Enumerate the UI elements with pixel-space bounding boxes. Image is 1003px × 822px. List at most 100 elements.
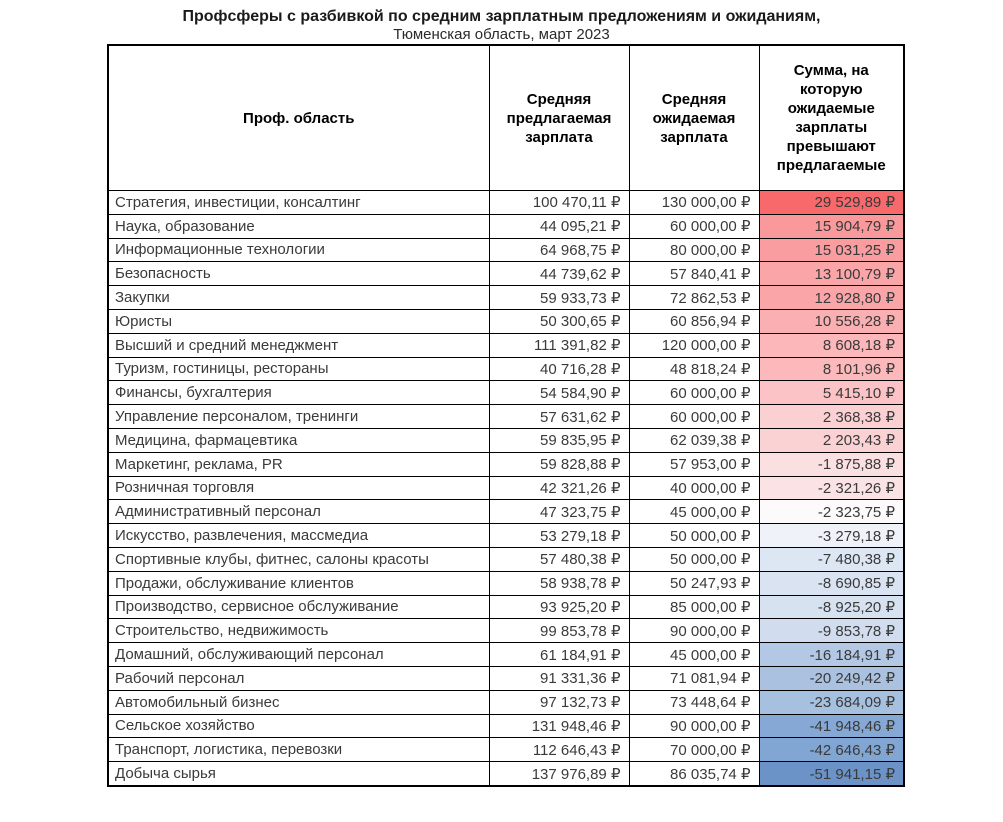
offered-salary-cell: 50 300,65 ₽ [488, 308, 630, 334]
area-cell: Стратегия, инвестиции, консалтинг [107, 190, 490, 215]
table-row: Административный персонал 47 323,75 ₽45 0… [107, 499, 905, 525]
expected-salary-cell: 60 000,00 ₽ [628, 380, 760, 406]
salary-table: Проф. область Средняя предлагаемая зарпл… [107, 44, 905, 787]
delta-cell: -51 941,15 ₽ [758, 761, 905, 787]
expected-salary-cell: 73 448,64 ₽ [628, 689, 760, 715]
area-cell: Продажи, обслуживание клиентов [107, 570, 490, 596]
table-row: Рабочий персонал 91 331,36 ₽71 081,94 ₽ -2… [107, 665, 905, 691]
delta-cell: -16 184,91 ₽ [758, 642, 905, 667]
table-row: Безопасность 44 739,62 ₽57 840,41 ₽13 100… [107, 261, 905, 287]
area-cell: Медицина, фармацевтика [107, 427, 490, 453]
offered-salary-cell: 59 933,73 ₽ [488, 285, 630, 310]
offered-salary-cell: 57 631,62 ₽ [488, 404, 630, 429]
area-cell: Безопасность [107, 261, 490, 287]
col-header-area: Проф. область [107, 44, 490, 191]
area-cell: Искусство, развлечения, массмедиа [107, 523, 490, 548]
offered-salary-cell: 53 279,18 ₽ [488, 523, 630, 548]
table-row: Производство, сервисное обслуживание 93 9… [107, 594, 905, 620]
expected-salary-cell: 50 000,00 ₽ [628, 546, 760, 572]
delta-cell: -2 321,26 ₽ [758, 475, 905, 501]
table-header: Проф. область Средняя предлагаемая зарпл… [107, 44, 905, 191]
area-cell: Туризм, гостиницы, рестораны [107, 356, 490, 382]
offered-salary-cell: 64 968,75 ₽ [488, 237, 630, 263]
area-cell: Управление персоналом, тренинги [107, 404, 490, 429]
table-row: Информационные технологии 64 968,75 ₽80 0… [107, 237, 905, 263]
area-cell: Рабочий персонал [107, 665, 490, 691]
area-cell: Финансы, бухгалтерия [107, 380, 490, 406]
delta-cell: 29 529,89 ₽ [758, 190, 905, 215]
col-header-delta: Сумма, на которую ожидаемые зарплаты пре… [758, 44, 905, 191]
table-row: Финансы, бухгалтерия 54 584,90 ₽60 000,00… [107, 380, 905, 406]
delta-cell: -42 646,43 ₽ [758, 737, 905, 763]
area-cell: Сельское хозяйство [107, 713, 490, 739]
table-row: Юристы 50 300,65 ₽60 856,94 ₽10 556,28 ₽ [107, 308, 905, 334]
table-row: Розничная торговля 42 321,26 ₽40 000,00 ₽… [107, 475, 905, 501]
table-row: Управление персоналом, тренинги 57 631,62… [107, 404, 905, 429]
area-cell: Домашний, обслуживающий персонал [107, 642, 490, 667]
delta-cell: 8 101,96 ₽ [758, 356, 905, 382]
table-row: Закупки 59 933,73 ₽72 862,53 ₽12 928,80 ₽ [107, 285, 905, 310]
table-row: Автомобильный бизнес 97 132,73 ₽73 448,64… [107, 689, 905, 715]
page-subtitle: Тюменская область, март 2023 [393, 26, 610, 43]
expected-salary-cell: 57 840,41 ₽ [628, 261, 760, 287]
offered-salary-cell: 59 828,88 ₽ [488, 451, 630, 477]
expected-salary-cell: 130 000,00 ₽ [628, 190, 760, 215]
header-row: Проф. область Средняя предлагаемая зарпл… [107, 44, 905, 191]
area-cell: Строительство, недвижимость [107, 618, 490, 644]
table-row: Продажи, обслуживание клиентов 58 938,78 … [107, 570, 905, 596]
offered-salary-cell: 47 323,75 ₽ [488, 499, 630, 525]
expected-salary-cell: 60 000,00 ₽ [628, 404, 760, 429]
table-row: Медицина, фармацевтика 59 835,95 ₽62 039,… [107, 427, 905, 453]
expected-salary-cell: 62 039,38 ₽ [628, 427, 760, 453]
delta-cell: 8 608,18 ₽ [758, 332, 905, 358]
table-row: Искусство, развлечения, массмедиа 53 279,… [107, 523, 905, 548]
delta-cell: -2 323,75 ₽ [758, 499, 905, 525]
area-cell: Добыча сырья [107, 761, 490, 787]
expected-salary-cell: 50 247,93 ₽ [628, 570, 760, 596]
delta-cell: -8 925,20 ₽ [758, 594, 905, 620]
table-row: Наука, образование 44 095,21 ₽60 000,00 ₽… [107, 213, 905, 239]
expected-salary-cell: 60 856,94 ₽ [628, 308, 760, 334]
table-row: Добыча сырья 137 976,89 ₽86 035,74 ₽ -51 9… [107, 761, 905, 787]
offered-salary-cell: 91 331,36 ₽ [488, 665, 630, 691]
table-row: Туризм, гостиницы, рестораны 40 716,28 ₽4… [107, 356, 905, 382]
delta-cell: 15 904,79 ₽ [758, 213, 905, 239]
offered-salary-cell: 99 853,78 ₽ [488, 618, 630, 644]
table-row: Строительство, недвижимость 99 853,78 ₽90… [107, 618, 905, 644]
table-row: Стратегия, инвестиции, консалтинг 100 470… [107, 190, 905, 215]
offered-salary-cell: 112 646,43 ₽ [488, 737, 630, 763]
offered-salary-cell: 58 938,78 ₽ [488, 570, 630, 596]
table-row: Спортивные клубы, фитнес, салоны красоты… [107, 546, 905, 572]
offered-salary-cell: 131 948,46 ₽ [488, 713, 630, 739]
expected-salary-cell: 90 000,00 ₽ [628, 713, 760, 739]
offered-salary-cell: 61 184,91 ₽ [488, 642, 630, 667]
delta-cell: 12 928,80 ₽ [758, 285, 905, 310]
expected-salary-cell: 120 000,00 ₽ [628, 332, 760, 358]
delta-cell: 2 203,43 ₽ [758, 427, 905, 453]
area-cell: Транспорт, логистика, перевозки [107, 737, 490, 763]
expected-salary-cell: 71 081,94 ₽ [628, 665, 760, 691]
expected-salary-cell: 57 953,00 ₽ [628, 451, 760, 477]
table-body: Стратегия, инвестиции, консалтинг 100 470… [107, 190, 905, 787]
offered-salary-cell: 54 584,90 ₽ [488, 380, 630, 406]
area-cell: Закупки [107, 285, 490, 310]
table-row: Домашний, обслуживающий персонал 61 184,9… [107, 642, 905, 667]
offered-salary-cell: 44 095,21 ₽ [488, 213, 630, 239]
delta-cell: -20 249,42 ₽ [758, 665, 905, 691]
offered-salary-cell: 44 739,62 ₽ [488, 261, 630, 287]
area-cell: Наука, образование [107, 213, 490, 239]
offered-salary-cell: 42 321,26 ₽ [488, 475, 630, 501]
expected-salary-cell: 50 000,00 ₽ [628, 523, 760, 548]
table-row: Маркетинг, реклама, PR 59 828,88 ₽57 953,… [107, 451, 905, 477]
expected-salary-cell: 90 000,00 ₽ [628, 618, 760, 644]
offered-salary-cell: 111 391,82 ₽ [488, 332, 630, 358]
delta-cell: 13 100,79 ₽ [758, 261, 905, 287]
delta-cell: 5 415,10 ₽ [758, 380, 905, 406]
delta-cell: 2 368,38 ₽ [758, 404, 905, 429]
expected-salary-cell: 48 818,24 ₽ [628, 356, 760, 382]
delta-cell: 15 031,25 ₽ [758, 237, 905, 263]
offered-salary-cell: 59 835,95 ₽ [488, 427, 630, 453]
area-cell: Производство, сервисное обслуживание [107, 594, 490, 620]
area-cell: Маркетинг, реклама, PR [107, 451, 490, 477]
offered-salary-cell: 100 470,11 ₽ [488, 190, 630, 215]
